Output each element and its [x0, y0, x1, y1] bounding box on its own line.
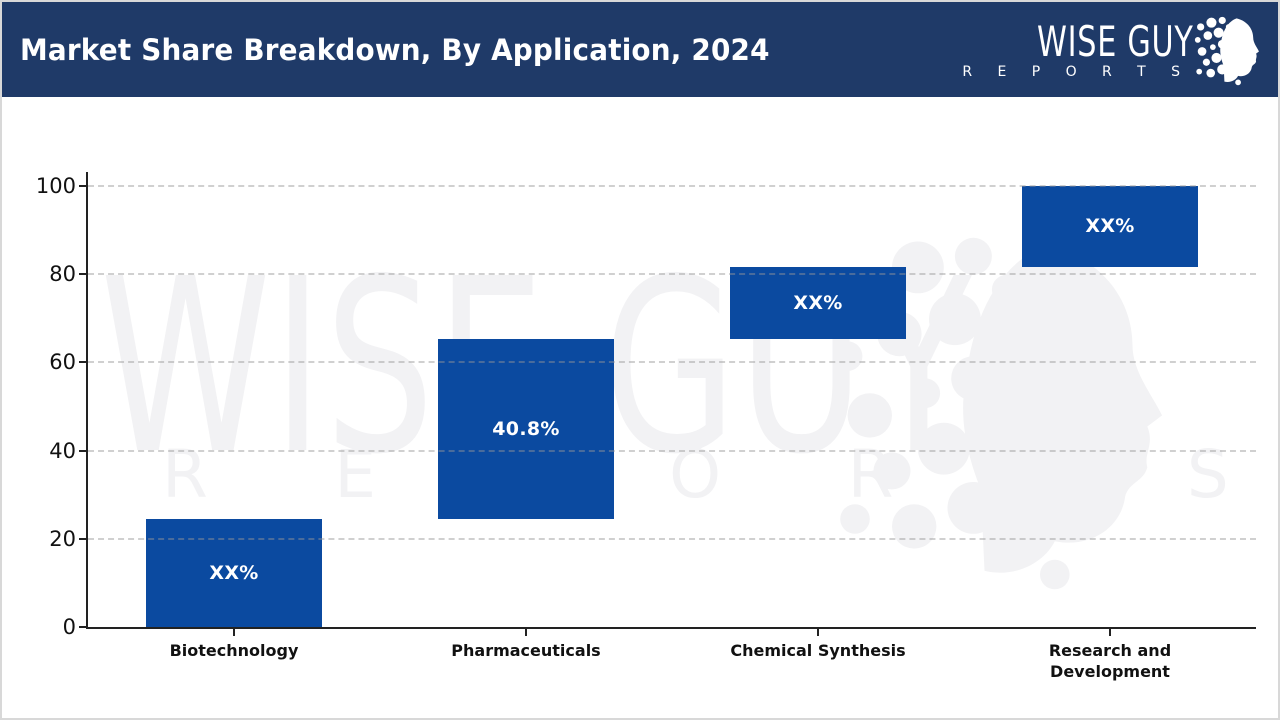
- x-axis-line: [86, 627, 1256, 629]
- x-axis-tick-mark: [817, 629, 819, 636]
- gridline-40: [88, 449, 1256, 452]
- brand-logo: WISE GUY R E P O R T S: [962, 8, 1264, 92]
- y-axis-tick-label: 0: [62, 615, 76, 639]
- category-label-biotechnology: Biotechnology: [169, 641, 299, 660]
- y-axis-tick-mark: [79, 273, 86, 276]
- bar-chemical-synthesis: XX%: [730, 266, 906, 339]
- bar-value-label: XX%: [1085, 215, 1135, 238]
- x-axis-tick-mark: [1109, 629, 1111, 636]
- logo-brand-text: WISE GUY: [1037, 17, 1194, 66]
- y-axis-tick-mark: [79, 449, 86, 452]
- y-axis-tick-label: 40: [49, 438, 76, 463]
- bar-biotechnology: XX%: [146, 518, 322, 627]
- y-axis-tick-mark: [79, 626, 86, 628]
- bar-pharmaceuticals: 40.8%: [438, 339, 614, 519]
- gridline-60: [88, 361, 1256, 364]
- logo-head-icon: [1194, 16, 1259, 86]
- gridline-20: [88, 537, 1256, 540]
- logo-text: WISE GUY R E P O R T S: [962, 17, 1194, 81]
- category-label-pharmaceuticals: Pharmaceuticals: [451, 641, 601, 660]
- category-label-chemical-synthesis: Chemical Synthesis: [730, 641, 906, 660]
- category-label-research-and-development: Research and Development: [1048, 641, 1172, 681]
- gridline-80: [88, 273, 1256, 276]
- logo-reports-text: R E P O R T S: [962, 64, 1192, 80]
- page-title: Market Share Breakdown, By Application, …: [20, 32, 770, 67]
- y-axis-tick-label: 100: [35, 174, 76, 198]
- bar-value-label: 40.8%: [492, 417, 560, 440]
- header-bar: Market Share Breakdown, By Application, …: [2, 2, 1278, 97]
- y-axis-tick-mark: [79, 185, 86, 187]
- y-axis-tick-mark: [79, 537, 86, 540]
- y-axis-tick-label: 80: [49, 262, 76, 287]
- x-axis-tick-mark: [233, 629, 235, 636]
- y-axis-tick-label: 20: [49, 526, 76, 551]
- bar-value-label: XX%: [793, 291, 843, 314]
- bar-research-and-development: XX%: [1022, 186, 1198, 267]
- y-axis-line: [86, 172, 88, 629]
- gridline-100: [88, 185, 1256, 187]
- x-axis-tick-mark: [525, 629, 527, 636]
- y-axis-tick-label: 60: [49, 350, 76, 375]
- bar-value-label: XX%: [209, 561, 259, 584]
- y-axis-tick-mark: [79, 361, 86, 364]
